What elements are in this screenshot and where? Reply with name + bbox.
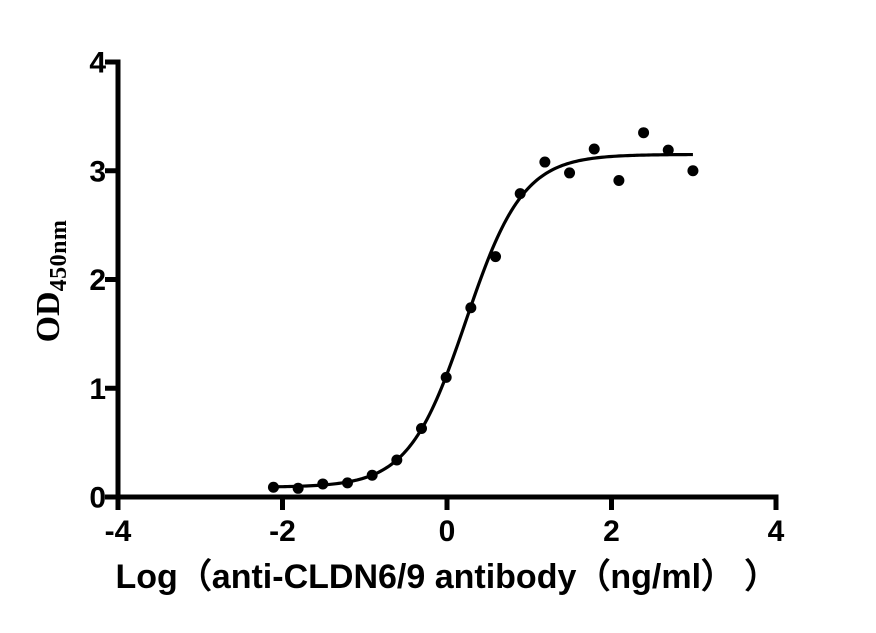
- data-point: [662, 144, 674, 156]
- data-point: [341, 477, 353, 489]
- data-point: [638, 127, 650, 139]
- data-point: [317, 478, 329, 490]
- x-axis-title: Log（anti-CLDN6/9 antibody（ng/ml） ）: [18, 560, 876, 594]
- y-tick-label: 1: [89, 373, 106, 406]
- data-point: [490, 251, 502, 263]
- y-tick-label: 0: [89, 482, 106, 515]
- data-point: [514, 188, 526, 200]
- data-point: [292, 482, 304, 494]
- x-tick-label: -2: [269, 515, 296, 548]
- x-tick-label: 2: [603, 515, 620, 548]
- data-point: [416, 422, 427, 434]
- data-point: [440, 371, 452, 383]
- y-tick-label: 2: [89, 264, 106, 297]
- x-tick-label: -4: [105, 515, 132, 548]
- data-point: [687, 165, 699, 177]
- y-axis-title-subscript: 450nm: [46, 219, 72, 292]
- x-tick-label: 4: [768, 515, 785, 548]
- data-point: [366, 469, 378, 481]
- y-tick-label: 4: [89, 47, 106, 80]
- data-point: [564, 167, 576, 179]
- y-axis-title: OD450nm: [28, 211, 72, 351]
- data-point: [465, 302, 477, 314]
- x-axis-title-text: Log（anti-CLDN6/9 antibody（ng/ml） ）: [115, 558, 779, 596]
- x-tick-label: 0: [439, 515, 456, 548]
- data-point: [267, 481, 279, 493]
- y-tick-label: 3: [89, 155, 106, 188]
- fit-curve: [273, 152, 693, 489]
- data-point: [391, 454, 403, 466]
- data-point: [588, 143, 600, 155]
- data-point: [539, 156, 551, 168]
- y-axis-title-main: OD: [30, 291, 67, 343]
- data-point: [613, 175, 625, 187]
